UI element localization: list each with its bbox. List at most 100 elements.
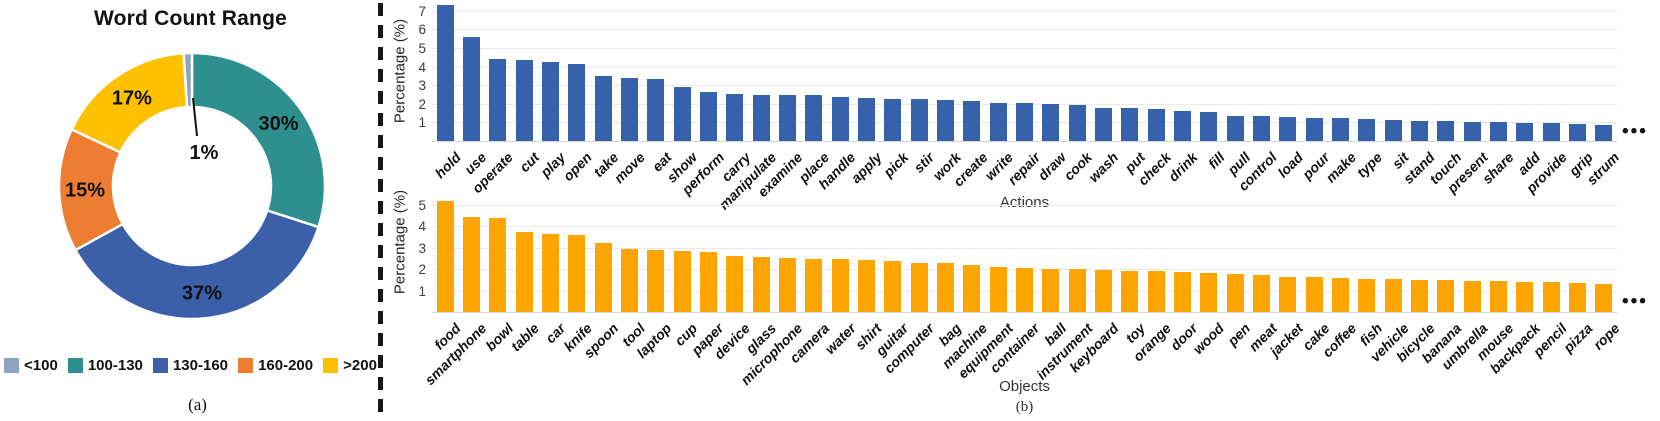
bar-open [568, 63, 586, 141]
pie-slice-130-160 [73, 208, 321, 321]
bar-make [1332, 117, 1349, 141]
x-axis-title-objects: Objects [999, 378, 1050, 395]
bar-control [1253, 115, 1270, 141]
bar-manipulate [752, 94, 770, 141]
bar-load [1279, 116, 1297, 141]
bar-bag [937, 262, 954, 312]
bar-cook [1068, 104, 1086, 141]
legend-swatch [152, 358, 168, 373]
bar-cup [673, 250, 691, 312]
bar-present [1463, 122, 1481, 141]
x-tick-label: fill [1204, 149, 1228, 172]
bar-water [831, 259, 849, 312]
bar-eat [647, 78, 665, 141]
bar-pizza [1569, 282, 1586, 312]
caption-a: (a) [188, 395, 207, 414]
y-tick-label: 1 [418, 283, 426, 299]
bar-ball [1042, 269, 1060, 312]
y-tick-label: 2 [418, 262, 426, 277]
bar-share [1490, 122, 1507, 141]
bar-orange [1147, 271, 1165, 312]
bar-paper [700, 251, 717, 312]
bar-toy [1121, 271, 1139, 312]
pie-slice-label: 30% [259, 113, 299, 135]
bar-spoon [594, 243, 612, 312]
bar-work [937, 100, 954, 141]
bar-apply [858, 98, 875, 141]
bar-machine [963, 264, 981, 312]
y-tick-label: 5 [418, 197, 426, 213]
bar-drink [1174, 111, 1191, 141]
bar-food [436, 201, 454, 312]
bar-rope [1595, 284, 1613, 312]
bar-wash [1095, 107, 1112, 141]
x-tick-label: table [508, 320, 543, 355]
bar-knife [568, 234, 586, 312]
bar-examine [779, 94, 796, 141]
bar-pencil [1542, 281, 1560, 312]
bar-bowl [489, 218, 507, 312]
bar-move [621, 77, 638, 141]
bar-camera [805, 259, 823, 312]
bar-strum [1595, 125, 1613, 141]
bar-sit [1384, 119, 1402, 141]
pie-slice-label: 15% [65, 179, 105, 201]
bar-operate [489, 59, 507, 141]
bar-take [594, 75, 612, 141]
pie-slice-100-130 [190, 51, 327, 229]
legend-label: <100 [24, 357, 58, 374]
bar-provide [1542, 123, 1560, 141]
bar-add [1516, 123, 1534, 141]
bar-meat [1253, 275, 1270, 312]
bar-equipment [989, 266, 1007, 312]
bar-shirt [858, 260, 875, 312]
plot-area-objects [432, 171, 1617, 313]
bar-mouse [1490, 280, 1507, 312]
bar-laptop [647, 249, 665, 312]
bar-smartphone [463, 217, 480, 312]
x-tick-label: bowl [482, 320, 517, 354]
bar-check [1147, 109, 1165, 141]
bar-cake [1305, 276, 1323, 312]
legend-item-100-130: 100-130 [67, 357, 143, 374]
gridline [432, 48, 1617, 49]
bar-pen [1226, 274, 1244, 312]
bar-perform [700, 91, 717, 141]
y-tick-label: 6 [418, 22, 426, 38]
legend-label: >200 [343, 357, 377, 374]
bar-backpack [1516, 281, 1534, 312]
pie-slice-<100 [182, 51, 194, 109]
y-tick-label: 1 [418, 115, 426, 131]
bar-tool [621, 248, 638, 312]
truncation-ellipsis-actions: ••• [1622, 121, 1648, 142]
legend-label: 100-130 [87, 357, 143, 374]
bar-guitar [884, 261, 902, 312]
x-tick-label: pizza [1560, 320, 1596, 356]
gridline [432, 247, 1617, 249]
x-axis-title-actions: Actions [999, 194, 1050, 211]
bar-keyboard [1095, 270, 1112, 312]
bar-microphone [779, 258, 796, 312]
legend-swatch [323, 358, 339, 373]
bar-door [1174, 272, 1191, 312]
pie-title: Word Count Range [94, 7, 287, 30]
bar-handle [831, 97, 849, 141]
bar-fill [1200, 112, 1218, 141]
bar-banana [1437, 279, 1455, 312]
legend-item-130-160: 130-160 [152, 357, 228, 374]
bar-write [989, 102, 1007, 141]
bar-put [1121, 108, 1139, 141]
bar-instrument [1068, 269, 1086, 312]
bar-table [515, 232, 533, 312]
bar-pick [884, 99, 902, 141]
bar-pull [1226, 115, 1244, 141]
bar-touch [1437, 121, 1455, 141]
bar-umbrella [1463, 280, 1481, 312]
actions-bar-chart: Percentage (%) hold use operate cut play open… [388, 0, 1660, 213]
bar-device [726, 256, 744, 312]
pie-slice-label: 17% [112, 88, 152, 110]
y-tick-label: 7 [418, 3, 426, 19]
pie-legend: <100 100-130 130-160 160-200 >200 [4, 357, 377, 374]
y-tick-label: 5 [418, 41, 426, 56]
x-tick-label: rope [1589, 320, 1623, 353]
